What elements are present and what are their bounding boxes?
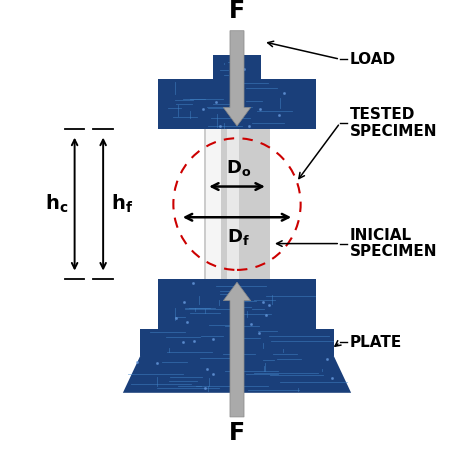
Bar <box>206 129 221 279</box>
Text: F: F <box>229 0 245 23</box>
Text: INICIAL
SPECIMEN: INICIAL SPECIMEN <box>350 228 438 259</box>
Bar <box>140 329 334 356</box>
Text: TESTED
SPECIMEN: TESTED SPECIMEN <box>350 107 438 139</box>
Bar <box>158 79 316 129</box>
FancyArrow shape <box>223 282 251 417</box>
Text: LOAD: LOAD <box>350 52 396 67</box>
Text: PLATE: PLATE <box>350 335 402 350</box>
Text: $\mathbf{D_o}$: $\mathbf{D_o}$ <box>226 158 251 178</box>
Bar <box>227 129 239 279</box>
FancyArrow shape <box>223 31 251 126</box>
Text: F: F <box>229 421 245 446</box>
Bar <box>158 279 316 329</box>
Polygon shape <box>123 356 351 393</box>
Text: $\mathbf{D_f}$: $\mathbf{D_f}$ <box>228 227 250 247</box>
Text: $\mathbf{h_c}$: $\mathbf{h_c}$ <box>45 193 68 215</box>
Text: $\mathbf{h_f}$: $\mathbf{h_f}$ <box>110 193 133 215</box>
Bar <box>213 55 261 79</box>
Bar <box>204 129 270 279</box>
